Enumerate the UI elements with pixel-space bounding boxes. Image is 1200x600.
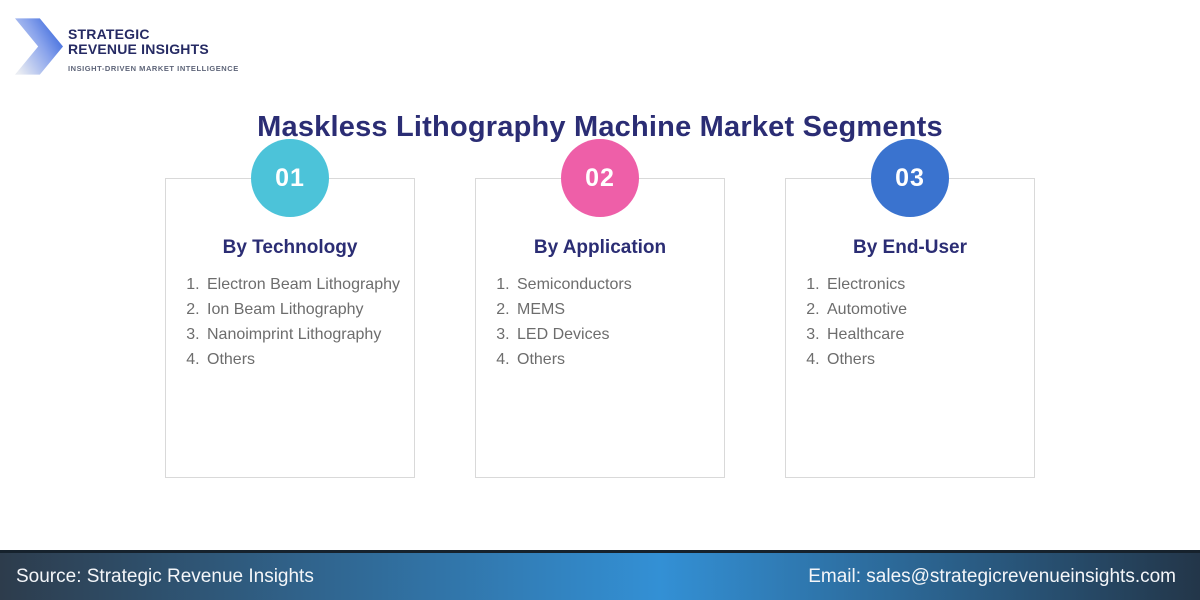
list-item: Others	[204, 347, 400, 372]
segment-number-badge: 03	[871, 139, 949, 217]
logo-tagline: INSIGHT-DRIVEN MARKET INTELLIGENCE	[68, 64, 239, 73]
segment-heading: By Application	[533, 237, 667, 258]
segment-list: Electron Beam LithographyIon Beam Lithog…	[166, 272, 414, 372]
segment-number-badge: 02	[561, 139, 639, 217]
footer-source: Source: Strategic Revenue Insights	[16, 565, 314, 587]
list-item: Others	[514, 347, 710, 372]
segment-card-technology: 01 By Technology Electron Beam Lithograp…	[165, 139, 415, 478]
list-item: Others	[824, 347, 1020, 372]
footer-email: Email: sales@strategicrevenueinsights.co…	[808, 565, 1176, 587]
list-item: Electronics	[824, 272, 1020, 297]
segment-list: SemiconductorsMEMSLED DevicesOthers	[476, 272, 724, 372]
list-item: Nanoimprint Lithography	[204, 322, 400, 347]
logo-text: STRATEGIC REVENUE INSIGHTS INSIGHT-DRIVE…	[68, 13, 239, 74]
chevron-arrow-icon	[15, 18, 63, 75]
list-item: Electron Beam Lithography	[204, 272, 400, 297]
list-item: Healthcare	[824, 322, 1020, 347]
list-item: Automotive	[824, 297, 1020, 322]
list-item: LED Devices	[514, 322, 710, 347]
segment-card-enduser: 03 By End-User ElectronicsAutomotiveHeal…	[785, 139, 1035, 478]
list-item: Semiconductors	[514, 272, 710, 297]
segment-heading: By Technology	[222, 237, 358, 258]
segment-heading: By End-User	[852, 237, 968, 258]
list-item: MEMS	[514, 297, 710, 322]
logo: STRATEGIC REVENUE INSIGHTS INSIGHT-DRIVE…	[15, 13, 239, 80]
segment-card-application: 02 By Application SemiconductorsMEMSLED …	[475, 139, 725, 478]
list-item: Ion Beam Lithography	[204, 297, 400, 322]
logo-name-line1: STRATEGIC	[68, 26, 150, 42]
segment-cards-row: 01 By Technology Electron Beam Lithograp…	[165, 139, 1035, 478]
segment-number-badge: 01	[251, 139, 329, 217]
segment-list: ElectronicsAutomotiveHealthcareOthers	[786, 272, 1034, 372]
logo-name-line2: REVENUE INSIGHTS	[68, 41, 209, 57]
footer-bar: Source: Strategic Revenue Insights Email…	[0, 550, 1200, 600]
page-title: Maskless Lithography Machine Market Segm…	[257, 111, 943, 144]
